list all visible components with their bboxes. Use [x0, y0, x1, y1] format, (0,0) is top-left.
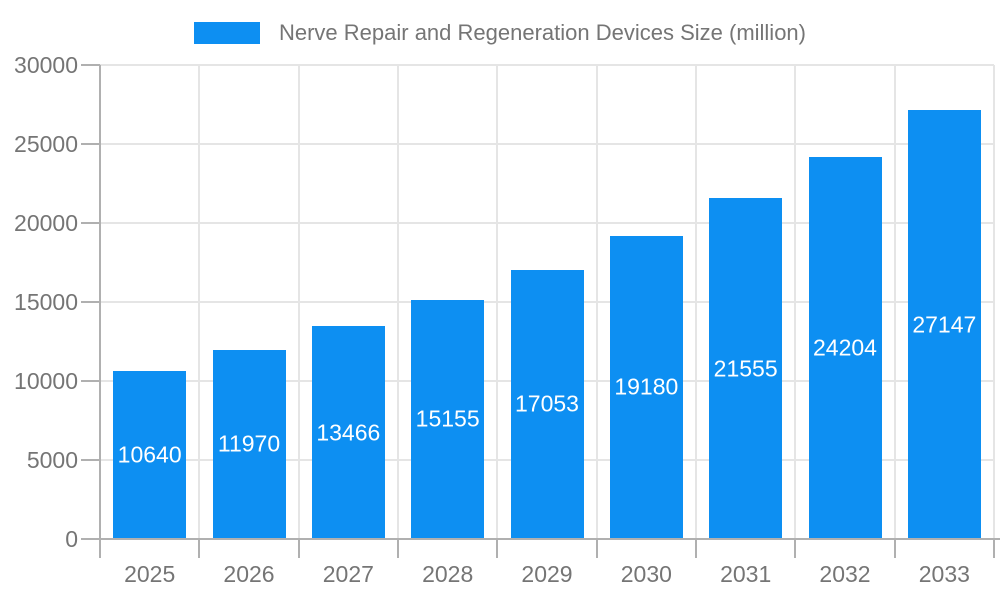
- bar-value-label: 10640: [117, 441, 182, 468]
- bar-2032[interactable]: 24204: [808, 156, 882, 539]
- x-axis-tick: [595, 539, 598, 558]
- x-axis-tick: [99, 539, 101, 558]
- x-axis-tick-label: 2028: [422, 561, 474, 587]
- x-axis-tick: [993, 539, 995, 558]
- v-gridline: [397, 65, 399, 539]
- y-axis-tick: [81, 459, 101, 461]
- bar-value-label: 21555: [713, 355, 778, 382]
- bar-value-label: 19180: [614, 373, 679, 400]
- bar-value-label: 15155: [415, 405, 480, 432]
- bar-2028[interactable]: 15155: [411, 299, 485, 539]
- x-axis-tick-label: 2026: [223, 561, 275, 587]
- legend-label: Nerve Repair and Regeneration Devices Si…: [278, 20, 806, 45]
- x-axis-tick-label: 2030: [620, 561, 672, 587]
- x-axis-tick-label: 2033: [918, 561, 970, 587]
- y-axis-tick: [81, 64, 101, 66]
- y-axis-tick: [81, 222, 101, 224]
- y-axis-tick-label: 5000: [26, 447, 78, 473]
- bar-2030[interactable]: 19180: [609, 235, 683, 539]
- x-axis-tick: [695, 539, 697, 558]
- bar-value-label: 27147: [912, 311, 977, 338]
- h-gridline: [100, 64, 994, 66]
- y-axis-tick-label: 15000: [14, 289, 78, 315]
- h-gridline: [100, 143, 994, 145]
- bar-2031[interactable]: 21555: [709, 198, 783, 539]
- y-axis-tick-label: 20000: [14, 210, 78, 236]
- y-axis-tick-label: 10000: [14, 368, 78, 394]
- y-axis-tick: [81, 143, 101, 145]
- v-gridline: [496, 65, 499, 539]
- y-axis-tick-label: 0: [65, 526, 78, 552]
- plot-area: 10640 11970 13466 15155 17053 19180 21555 24204…: [100, 64, 995, 539]
- x-axis-tick: [397, 539, 399, 558]
- x-axis-tick: [297, 539, 300, 558]
- bar-value-label: 11970: [217, 430, 281, 457]
- v-gridline: [893, 65, 896, 539]
- bar-value-label: 13466: [316, 419, 381, 446]
- x-axis-tick-label: 2029: [521, 561, 573, 587]
- v-gridline: [993, 65, 995, 539]
- bar-2025[interactable]: 10640: [113, 370, 187, 539]
- v-gridline: [198, 65, 201, 539]
- y-axis-tick-label: 30000: [14, 52, 78, 78]
- x-axis-tick-label: 2031: [720, 561, 772, 587]
- legend[interactable]: Nerve Repair and Regeneration Devices Si…: [0, 22, 1000, 44]
- x-axis-tick-label: 2025: [124, 561, 176, 587]
- v-gridline: [297, 65, 300, 539]
- h-gridline: [100, 222, 994, 224]
- y-axis-line: [99, 65, 101, 540]
- v-gridline: [695, 65, 697, 539]
- bar-2029[interactable]: 17053: [510, 269, 584, 539]
- bar-value-label: 17053: [515, 390, 579, 417]
- v-gridline: [794, 65, 797, 539]
- x-axis-line: [81, 538, 1000, 540]
- bar-value-label: 24204: [813, 334, 877, 361]
- y-axis-tick: [81, 301, 101, 303]
- x-axis-tick-label: 2032: [819, 561, 871, 587]
- legend-swatch: [193, 22, 260, 44]
- x-axis-tick: [496, 539, 499, 558]
- y-axis-tick-label: 25000: [14, 131, 78, 157]
- x-axis-tick: [198, 539, 201, 558]
- v-gridline: [595, 65, 598, 539]
- x-axis-tick: [794, 539, 797, 558]
- bar-2026[interactable]: 11970: [212, 349, 286, 539]
- y-axis-tick: [81, 380, 101, 382]
- bar-2027[interactable]: 13466: [311, 326, 385, 539]
- bar-2033[interactable]: 27147: [907, 110, 981, 539]
- x-axis-tick: [893, 539, 896, 558]
- x-axis-tick-label: 2027: [322, 561, 374, 587]
